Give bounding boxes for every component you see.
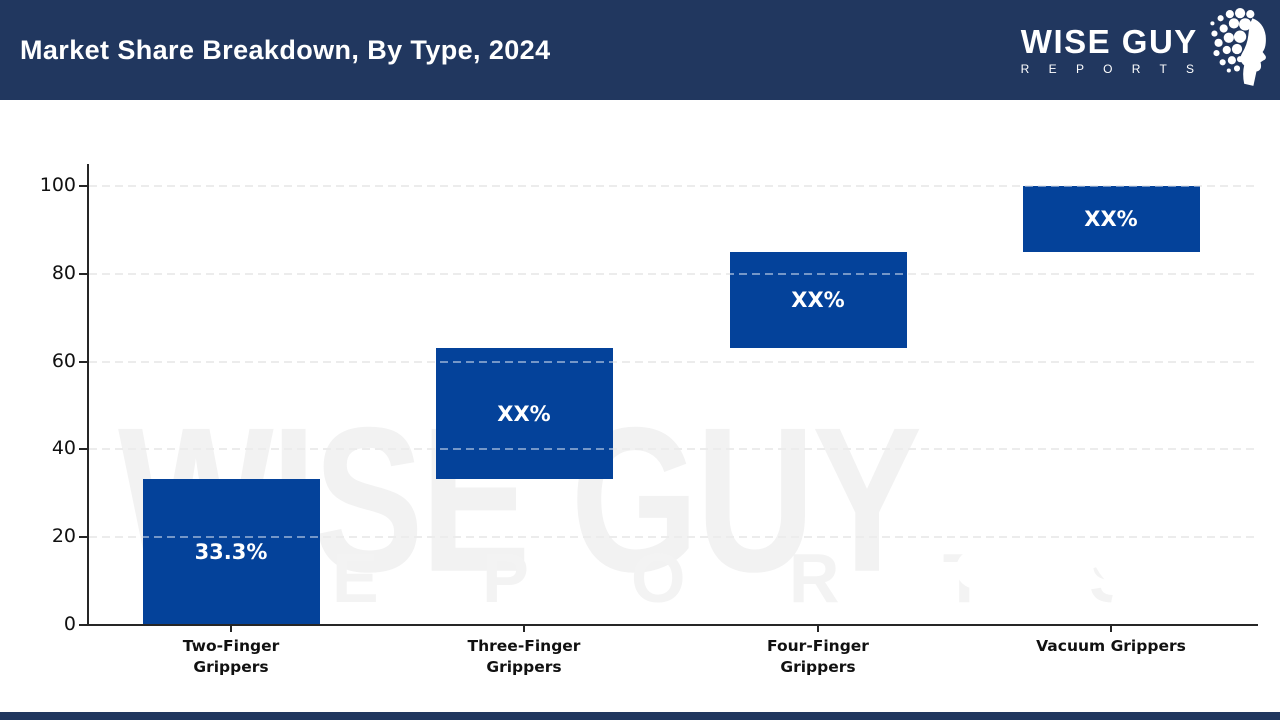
chart-canvas: WISE GUY R E P O R T S 0 20 40 60 80 100 33.3%… — [0, 100, 1280, 712]
footer-bar — [0, 712, 1280, 720]
x-tick — [523, 626, 525, 632]
category-label-line: Vacuum Grippers — [1036, 637, 1186, 655]
category-label-line: Grippers — [486, 658, 562, 676]
category-label: Vacuum Grippers — [981, 636, 1241, 657]
gridline — [89, 272, 1258, 275]
y-tick-label: 80 — [51, 261, 76, 284]
y-tick — [79, 624, 87, 626]
gridline-overlay — [89, 448, 1258, 451]
category-label: Two-Finger Grippers — [101, 636, 361, 678]
bar-value-label: 33.3% — [194, 539, 268, 564]
bar-segment: XX% — [1022, 186, 1200, 252]
page-title: Market Share Breakdown, By Type, 2024 — [20, 35, 551, 65]
logo-head-icon — [1210, 8, 1266, 86]
x-tick — [817, 626, 819, 632]
bar-value-label: XX% — [791, 288, 845, 313]
category-label-line: Grippers — [780, 658, 856, 676]
y-tick-label: 60 — [51, 349, 76, 372]
y-tick — [79, 536, 87, 539]
gridline-overlay — [89, 536, 1258, 539]
gridline — [89, 185, 1258, 187]
bar-value-label: XX% — [1084, 206, 1138, 231]
y-tick — [79, 360, 87, 363]
gridline-overlay — [89, 185, 1258, 187]
logo-subtitle: R E P O R T S — [1020, 62, 1202, 76]
category-label-line: Three-Finger — [467, 637, 581, 655]
y-tick — [79, 272, 87, 275]
header-bar: Market Share Breakdown, By Type, 2024 WI… — [0, 0, 1280, 100]
bar-value-label: XX% — [497, 401, 551, 426]
bar-segment: XX% — [435, 348, 613, 479]
y-tick-label: 20 — [51, 525, 76, 548]
logo-text: WISE GUY R E P O R T S — [1017, 23, 1202, 77]
y-tick-label: 100 — [39, 174, 76, 196]
y-tick — [79, 185, 87, 187]
gridline-overlay — [89, 360, 1258, 363]
wise-guy-logo: WISE GUY R E P O R T S — [1017, 0, 1268, 100]
gridline — [89, 448, 1258, 451]
y-axis-line — [87, 164, 89, 626]
gridline-overlay — [89, 272, 1258, 275]
y-tick — [79, 448, 87, 451]
category-label-line: Two-Finger — [182, 637, 280, 655]
gridline — [89, 360, 1258, 363]
y-tick-label: 40 — [51, 437, 76, 460]
bar-segment: XX% — [729, 251, 907, 349]
x-tick — [1110, 626, 1112, 632]
gridline — [89, 536, 1258, 539]
x-tick — [230, 626, 232, 632]
category-label-line: Grippers — [193, 658, 269, 676]
category-label-line: Four-Finger — [767, 637, 869, 655]
category-label: Three-Finger Grippers — [394, 636, 654, 678]
bar-segment: 33.3% — [142, 478, 320, 625]
logo-wordmark: WISE GUY — [1020, 23, 1198, 60]
y-tick-label: 0 — [63, 613, 76, 635]
x-axis-line — [87, 624, 1258, 626]
category-label: Four-Finger Grippers — [688, 636, 948, 678]
